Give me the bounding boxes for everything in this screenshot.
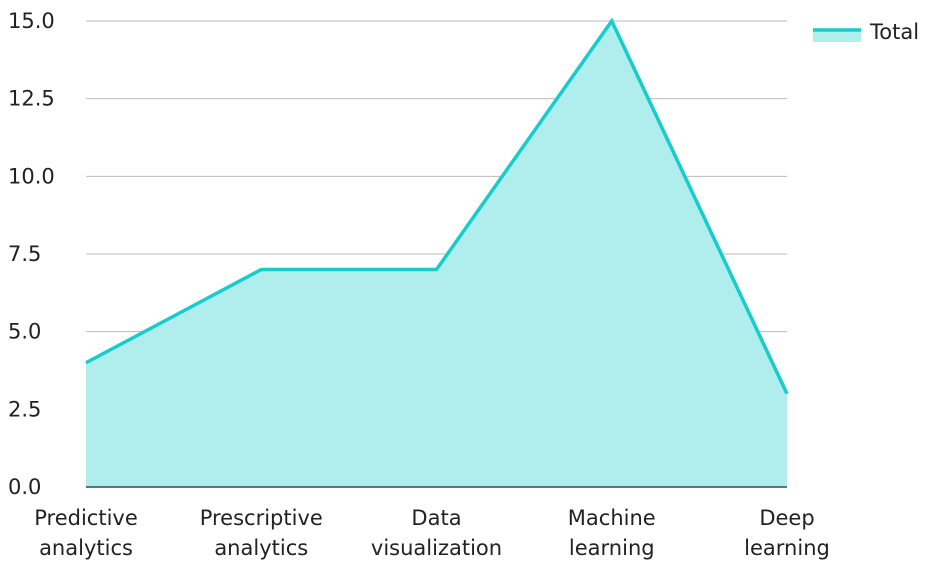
y-tick-label: 5.0 (8, 320, 41, 344)
series-fill (86, 21, 787, 487)
x-category-label: Prescriptive analytics (200, 506, 323, 560)
y-tick-label: 7.5 (8, 242, 41, 266)
y-axis-ticks: 0.0 2.5 5.0 7.5 10.0 12.5 15.0 (8, 9, 55, 499)
y-tick-label: 15.0 (8, 9, 55, 33)
x-category-label: Deep learning (744, 506, 830, 560)
legend-swatch (813, 30, 861, 42)
x-category-label: Data visualization (371, 506, 502, 560)
y-tick-label: 10.0 (8, 164, 55, 188)
x-category-label: Predictive analytics (34, 506, 138, 560)
series-area (85, 17, 789, 488)
x-category-label: Machine learning (568, 506, 656, 560)
x-axis-categories: Predictive analytics Prescriptive analytics… (34, 506, 830, 560)
y-tick-label: 2.5 (8, 397, 41, 421)
y-tick-label: 0.0 (8, 475, 41, 499)
y-tick-label: 12.5 (8, 87, 55, 111)
legend: Total (813, 20, 919, 44)
legend-label: Total (869, 20, 919, 44)
